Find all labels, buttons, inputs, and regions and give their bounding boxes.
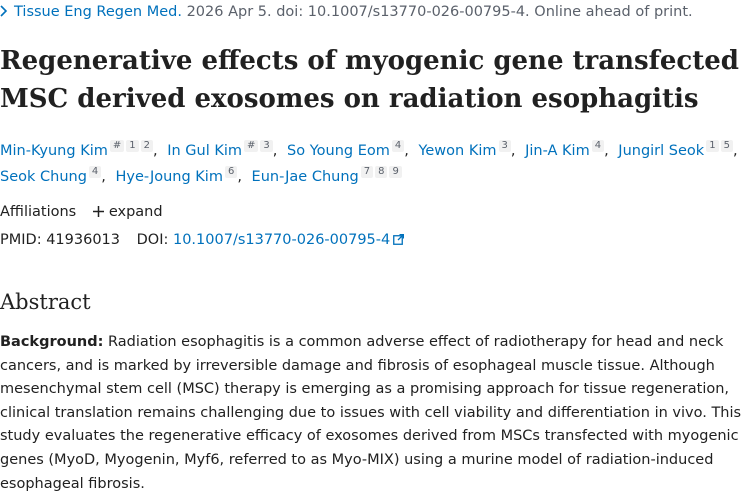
author: Min-Kyung Kim #1 2 — [0, 140, 163, 159]
author-mark[interactable]: 6 — [224, 166, 238, 178]
citation-details: 2026 Apr 5. doi: 10.1007/s13770-026-0079… — [186, 4, 693, 20]
abstract-heading: Abstract — [0, 290, 91, 314]
author-name[interactable]: Jin-A Kim — [525, 143, 590, 159]
expand-label[interactable]: expand — [108, 204, 163, 220]
author: In Gul Kim #3 — [167, 140, 282, 159]
author-name[interactable]: In Gul Kim — [167, 143, 243, 159]
affiliations-label: Affiliations — [0, 204, 77, 220]
author-list: Min-Kyung Kim#12 In Gul Kim#3 So Young E… — [0, 138, 748, 190]
chevron-icon — [0, 5, 8, 17]
doi-link[interactable]: 10.1007/s13770-026-00795-4 — [172, 232, 405, 248]
abstract-background: Background: Radiation esophagitis is a c… — [0, 331, 748, 496]
author-mark[interactable]: 1 — [706, 140, 719, 152]
author-mark[interactable]: # — [109, 140, 125, 152]
author-mark[interactable]: 1 — [126, 140, 139, 152]
author-name[interactable]: Yewon Kim — [418, 143, 497, 159]
author-name[interactable]: Eun-Jae Chung — [251, 169, 359, 185]
author-name[interactable]: So Young Eom — [287, 143, 390, 159]
plus-icon — [92, 206, 104, 217]
author-mark[interactable]: 9 — [389, 166, 402, 178]
author-mark[interactable]: 8 — [375, 166, 388, 178]
author-mark[interactable]: 4 — [391, 140, 405, 152]
author-mark[interactable]: 5 — [720, 140, 733, 152]
pmid-value: 41936013 — [46, 232, 121, 248]
author: Seok Chung 4 — [0, 166, 111, 185]
background-label: Background: — [0, 334, 104, 350]
author-mark[interactable]: 7 — [360, 166, 374, 178]
author: Eun-Jae Chung 7 8 9 — [251, 166, 402, 185]
author: So Young Eom 4 — [287, 140, 414, 159]
author-mark[interactable]: 4 — [88, 166, 102, 178]
affiliations: Affiliations expand — [0, 204, 163, 220]
citation: Tissue Eng Regen Med. 2026 Apr 5. doi: 1… — [0, 4, 693, 20]
journal-link[interactable]: Tissue Eng Regen Med. — [14, 4, 182, 20]
author-mark[interactable]: 3 — [260, 140, 273, 152]
author-mark[interactable]: 4 — [591, 140, 605, 152]
identifiers: PMID: 41936013 DOI: 10.1007/s13770-026-0… — [0, 232, 405, 248]
external-link-icon — [393, 233, 405, 245]
author: Jin-A Kim 4 — [525, 140, 614, 159]
author-name[interactable]: Hye-Joung Kim — [115, 169, 223, 185]
expand-toggle[interactable]: expand — [92, 204, 163, 220]
author-mark[interactable]: 3 — [498, 140, 511, 152]
author: Yewon Kim 3 — [418, 140, 520, 159]
author-mark[interactable]: # — [244, 140, 259, 152]
author-mark[interactable]: 2 — [140, 140, 153, 152]
author: Hye-Joung Kim 6 — [115, 166, 247, 185]
author-name[interactable]: Min-Kyung Kim — [0, 143, 108, 159]
doi-value[interactable]: 10.1007/s13770-026-00795-4 — [172, 232, 391, 248]
pmid-label: PMID: — [0, 232, 42, 248]
author: Jungirl Seok 1 5 — [618, 140, 743, 159]
article-title: Regenerative effects of myogenic gene tr… — [0, 46, 739, 114]
author-name[interactable]: Seok Chung — [0, 169, 87, 185]
author-name[interactable]: Jungirl Seok — [618, 143, 705, 159]
doi-label: DOI: — [136, 232, 169, 248]
background-text: Radiation esophagitis is a common advers… — [0, 334, 742, 492]
